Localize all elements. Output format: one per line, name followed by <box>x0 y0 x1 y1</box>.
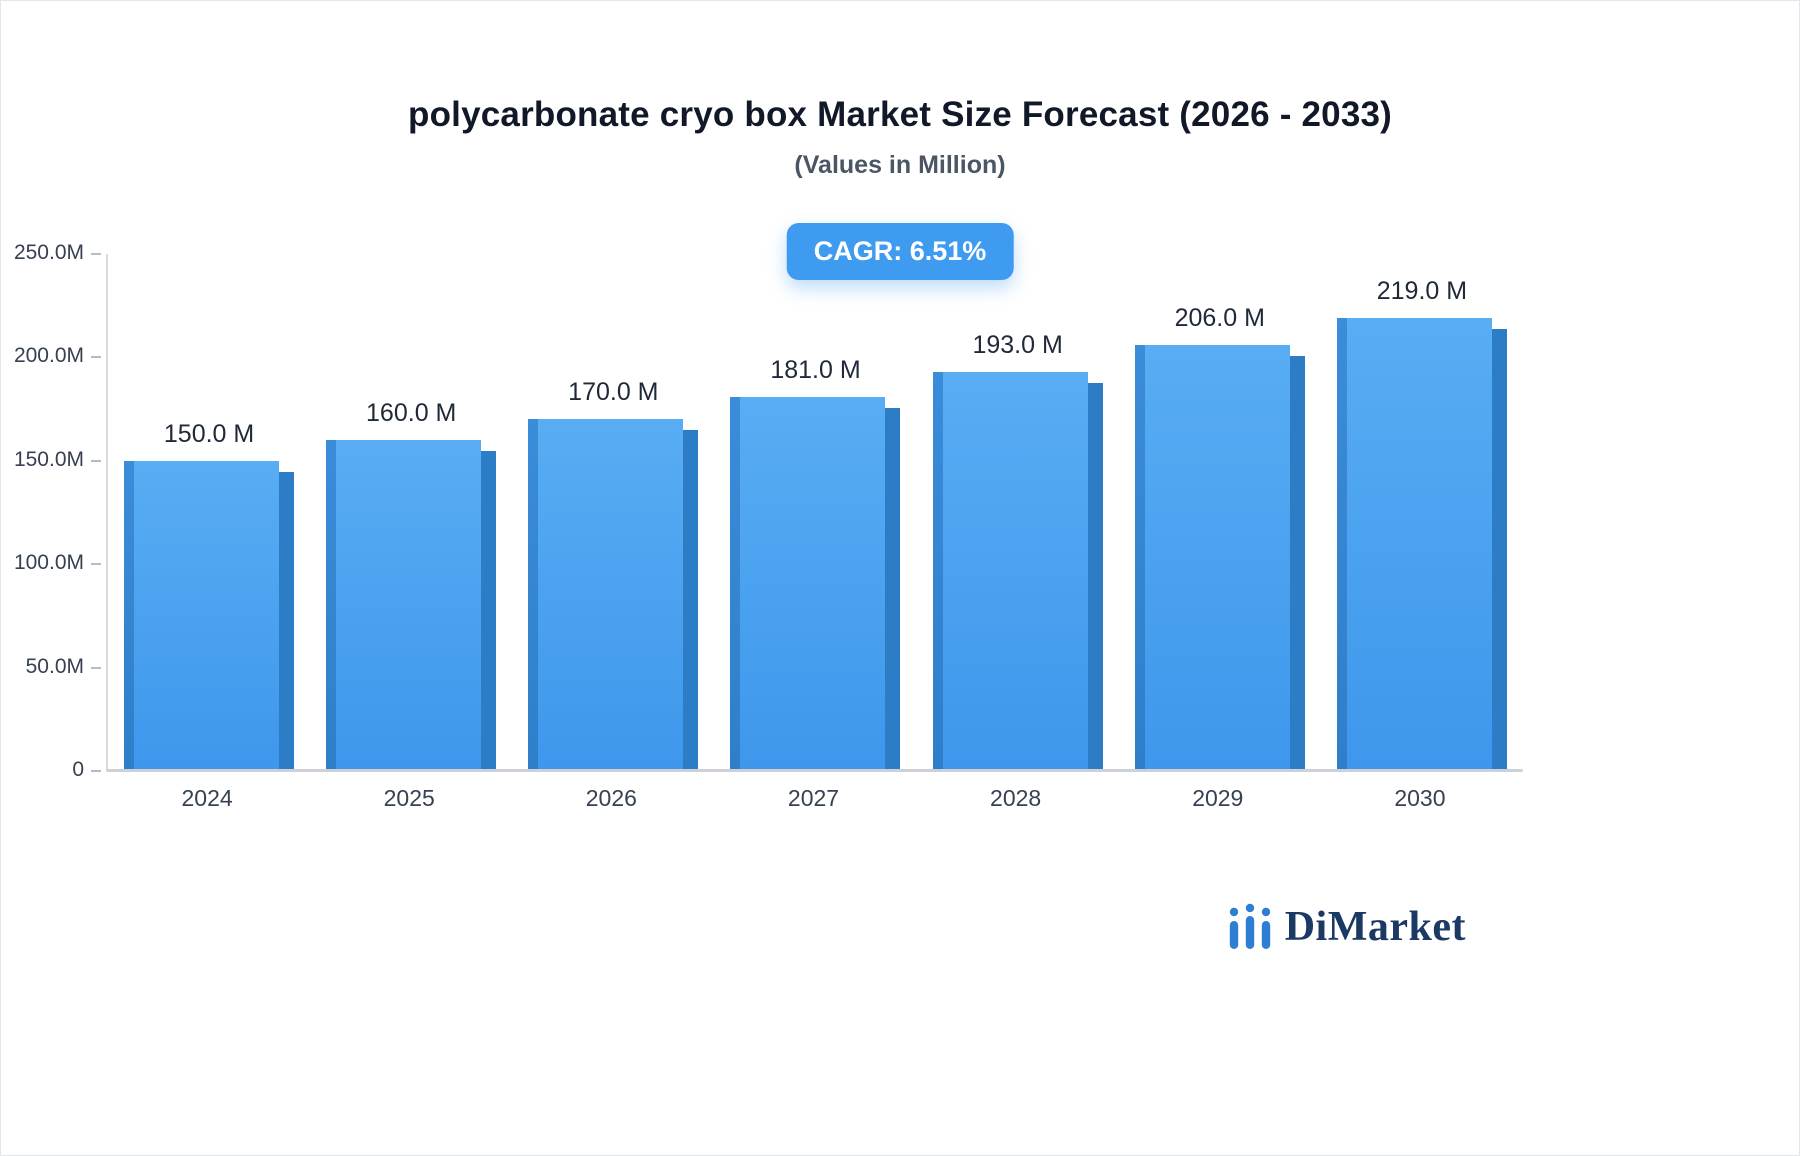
bar-slot-2029: 206.0 M <box>1119 254 1321 771</box>
bar-front-face <box>1346 318 1492 771</box>
y-tick-label: 150.0M <box>13 447 84 471</box>
bar-side-face <box>1289 356 1305 771</box>
bar-2026: 170.0 M <box>528 378 699 771</box>
y-tick-label: 50.0M <box>25 654 84 678</box>
bar-front-face <box>1144 345 1290 771</box>
chart-title: polycarbonate cryo box Market Size Forec… <box>407 95 1393 134</box>
y-tick-mark <box>91 770 101 772</box>
y-axis: 0 50.0M 100.0M 150.0M 200.0M 250.0M <box>1 241 106 781</box>
x-axis-label: 2028 <box>990 785 1042 811</box>
bar-front-face <box>134 460 280 771</box>
y-tick-mark <box>91 563 101 566</box>
bar-front-face <box>942 371 1088 771</box>
x-axis-label: 2029 <box>1192 785 1244 811</box>
bar-left-edge <box>730 396 741 771</box>
bar-chart: 0 50.0M 100.0M 150.0M 200.0M 250.0M 150.0 M 16… <box>1 241 1799 811</box>
x-axis-label: 2030 <box>1394 785 1446 811</box>
x-axis-labels: 2024 2025 2026 2027 2028 2029 2030 <box>106 785 1521 812</box>
bar-2024: 150.0 M <box>124 420 295 771</box>
x-axis-line <box>106 769 1523 772</box>
y-tick-mark <box>91 356 101 359</box>
y-tick-label: 250.0M <box>13 241 84 264</box>
bar-left-edge <box>932 371 943 771</box>
bar-left-edge <box>326 440 337 771</box>
bar-value-label: 160.0 M <box>366 399 457 428</box>
y-tick-label: 200.0M <box>13 344 84 368</box>
bars-container: 150.0 M 160.0 M 170.0 M 181.0 M 193.0 M 206.0… <box>108 254 1523 771</box>
plot-area: 150.0 M 160.0 M 170.0 M 181.0 M 193.0 M 206.0… <box>106 254 1523 772</box>
bar-value-label: 193.0 M <box>972 330 1063 359</box>
bar-value-label: 170.0 M <box>568 378 659 407</box>
y-tick-mark <box>91 459 101 462</box>
bar-side-face <box>683 430 699 771</box>
bar-2027: 181.0 M <box>730 356 901 771</box>
bar-left-edge <box>124 460 135 771</box>
x-axis-label: 2027 <box>787 785 840 811</box>
logo-text: DiMarket <box>1284 904 1466 950</box>
bar-front-face <box>740 396 886 771</box>
bar-front-face <box>538 419 684 771</box>
bar-slot-2027: 181.0 M <box>714 254 916 771</box>
x-axis-label: 2026 <box>585 785 637 811</box>
bar-value-label: 150.0 M <box>163 419 255 448</box>
bar-slot-2028: 193.0 M <box>917 254 1119 771</box>
bar-value-label: 219.0 M <box>1376 277 1468 306</box>
x-axis-label: 2024 <box>181 785 233 811</box>
y-tick-label: 0 <box>72 758 84 781</box>
cagr-badge: CAGR: 6.51% <box>786 223 1014 280</box>
y-tick-mark <box>91 253 101 255</box>
dimarket-logo-icon <box>1229 903 1270 949</box>
bar-side-face <box>885 407 901 771</box>
bar-side-face <box>279 471 295 771</box>
bar-slot-2024: 150.0 M <box>108 254 310 771</box>
bar-side-face <box>1087 382 1103 771</box>
bar-slot-2030: 219.0 M <box>1321 254 1523 771</box>
bar-slot-2025: 160.0 M <box>310 254 512 771</box>
bar-2029: 206.0 M <box>1134 304 1305 771</box>
bar-left-edge <box>528 419 539 771</box>
y-tick-label: 100.0M <box>13 551 84 575</box>
chart-subtitle: (Values in Million) <box>794 151 1006 179</box>
bar-value-label: 181.0 M <box>770 355 861 384</box>
y-tick-mark <box>91 666 101 669</box>
bar-2030: 219.0 M <box>1336 277 1507 771</box>
dimarket-logo: DiMarket <box>1227 903 1466 951</box>
bar-value-label: 206.0 M <box>1174 304 1265 332</box>
bar-front-face <box>336 440 482 771</box>
bar-side-face <box>1491 329 1507 771</box>
bar-2025: 160.0 M <box>326 399 497 771</box>
x-axis-label: 2025 <box>383 785 435 811</box>
bar-2028: 193.0 M <box>932 331 1103 771</box>
bar-slot-2026: 170.0 M <box>512 254 714 771</box>
bar-side-face <box>481 451 497 771</box>
bar-left-edge <box>1336 318 1347 771</box>
bar-left-edge <box>1134 345 1145 771</box>
